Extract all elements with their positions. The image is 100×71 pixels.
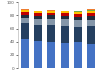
Bar: [61, 11, 69, 13]
Bar: [74, 11, 82, 12]
Bar: [21, 39, 29, 68]
Bar: [47, 42, 55, 68]
Bar: [61, 13, 69, 16]
Bar: [34, 16, 42, 19]
Bar: [47, 13, 55, 15]
Bar: [34, 25, 42, 41]
Bar: [74, 20, 82, 27]
Bar: [87, 26, 95, 44]
Bar: [47, 25, 55, 42]
Bar: [47, 10, 55, 11]
Bar: [74, 42, 82, 68]
Bar: [47, 11, 55, 13]
Bar: [74, 17, 82, 20]
Bar: [87, 44, 95, 68]
Bar: [47, 19, 55, 25]
Bar: [74, 14, 82, 17]
Bar: [34, 41, 42, 68]
Bar: [61, 19, 69, 26]
Bar: [21, 18, 29, 23]
Bar: [21, 15, 29, 18]
Bar: [61, 16, 69, 19]
Bar: [61, 26, 69, 43]
Bar: [34, 13, 42, 16]
Bar: [21, 12, 29, 15]
Bar: [87, 13, 95, 16]
Bar: [87, 16, 95, 20]
Bar: [34, 11, 42, 13]
Bar: [34, 19, 42, 25]
Bar: [21, 9, 29, 10]
Bar: [74, 12, 82, 14]
Bar: [21, 10, 29, 12]
Bar: [21, 23, 29, 39]
Bar: [87, 10, 95, 11]
Bar: [47, 15, 55, 19]
Bar: [61, 43, 69, 68]
Bar: [87, 11, 95, 13]
Bar: [74, 27, 82, 42]
Bar: [87, 9, 95, 10]
Bar: [87, 20, 95, 26]
